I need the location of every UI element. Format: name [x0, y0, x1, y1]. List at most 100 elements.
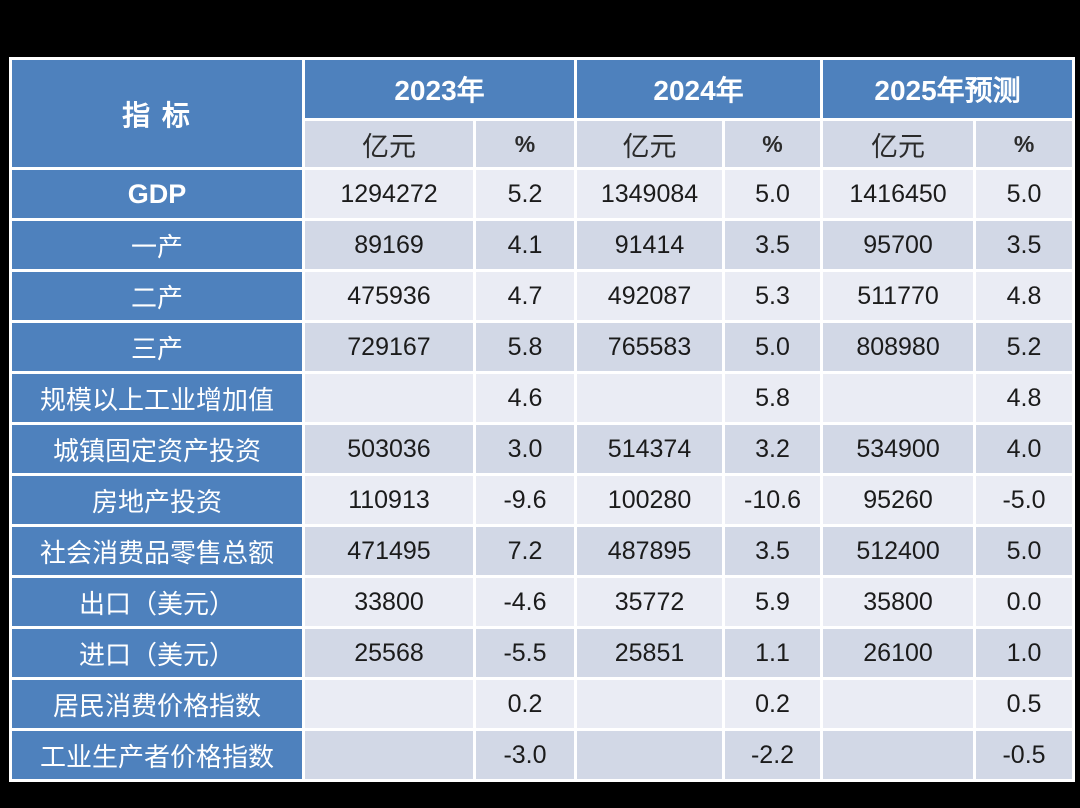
row-value: 1349084 [577, 170, 723, 218]
row-value: 89169 [305, 221, 473, 269]
row-value: -9.6 [476, 476, 575, 524]
row-value: 511770 [823, 272, 974, 320]
row-value: 5.0 [725, 323, 821, 371]
row-value: 95260 [823, 476, 974, 524]
row-value: 514374 [577, 425, 723, 473]
row-label: 房地产投资 [12, 476, 302, 524]
row-value: 808980 [823, 323, 974, 371]
row-value: 33800 [305, 578, 473, 626]
row-label: 城镇固定资产投资 [12, 425, 302, 473]
corner-header-indicator: 指 标 [12, 60, 302, 167]
table-row: 规模以上工业增加值 4.6 5.8 4.8 [12, 374, 1073, 422]
row-value: 4.6 [476, 374, 575, 422]
row-value: 5.2 [476, 170, 575, 218]
unit-header-pct-2025: % [976, 121, 1073, 167]
table-row: 出口（美元） 33800 -4.6 35772 5.9 35800 0.0 [12, 578, 1073, 626]
row-value: 3.5 [725, 527, 821, 575]
row-value: 0.2 [725, 680, 821, 728]
row-value: 487895 [577, 527, 723, 575]
table-row: 三产 729167 5.8 765583 5.0 808980 5.2 [12, 323, 1073, 371]
row-value: 5.8 [476, 323, 575, 371]
row-value [305, 680, 473, 728]
row-value: 1416450 [823, 170, 974, 218]
row-value: 3.0 [476, 425, 575, 473]
row-value: 1.0 [976, 629, 1073, 677]
year-header-row: 指 标 2023年 2024年 2025年预测 [12, 60, 1073, 167]
row-value [305, 731, 473, 779]
row-value: 5.0 [976, 527, 1073, 575]
row-value: 0.5 [976, 680, 1073, 728]
table-row: 房地产投资 110913 -9.6 100280 -10.6 95260 -5.… [12, 476, 1073, 524]
row-label: 居民消费价格指数 [12, 680, 302, 728]
row-value [823, 731, 974, 779]
unit-header-pct-2024: % [725, 121, 821, 167]
row-value: 3.5 [976, 221, 1073, 269]
unit-header-row: 亿元 % 亿元 % 亿元 % [12, 121, 1073, 167]
row-label: 三产 [12, 323, 302, 371]
row-value: 4.7 [476, 272, 575, 320]
row-value: 1294272 [305, 170, 473, 218]
row-label: 二产 [12, 272, 302, 320]
row-value [823, 680, 974, 728]
unit-header-yuan-2023: 亿元 [305, 121, 473, 167]
row-value: 534900 [823, 425, 974, 473]
unit-header-pct-2023: % [476, 121, 575, 167]
row-label: 规模以上工业增加值 [12, 374, 302, 422]
row-value: 0.2 [476, 680, 575, 728]
table-row: 居民消费价格指数 0.2 0.2 0.5 [12, 680, 1073, 728]
table-header: 指 标 2023年 2024年 2025年预测 亿元 % 亿元 % 亿元 % [12, 60, 1073, 167]
row-value: 35772 [577, 578, 723, 626]
row-value [823, 374, 974, 422]
year-header-2024: 2024年 [577, 60, 821, 118]
row-value: -4.6 [476, 578, 575, 626]
row-value: 729167 [305, 323, 473, 371]
row-value: 25568 [305, 629, 473, 677]
row-value: 4.0 [976, 425, 1073, 473]
year-header-2023: 2023年 [305, 60, 575, 118]
table-row: 一产 89169 4.1 91414 3.5 95700 3.5 [12, 221, 1073, 269]
row-value [577, 731, 723, 779]
row-value: 4.1 [476, 221, 575, 269]
row-label: 进口（美元） [12, 629, 302, 677]
row-value [305, 374, 473, 422]
row-value: 503036 [305, 425, 473, 473]
unit-header-yuan-2024: 亿元 [577, 121, 723, 167]
row-value: 5.3 [725, 272, 821, 320]
row-value: 0.0 [976, 578, 1073, 626]
table-row: 社会消费品零售总额 471495 7.2 487895 3.5 512400 5… [12, 527, 1073, 575]
row-value: 4.8 [976, 374, 1073, 422]
indicator-table: 指 标 2023年 2024年 2025年预测 亿元 % 亿元 % 亿元 % G… [9, 57, 1076, 782]
row-value: -2.2 [725, 731, 821, 779]
year-header-2025-forecast: 2025年预测 [823, 60, 1073, 118]
row-value: -3.0 [476, 731, 575, 779]
row-value: 95700 [823, 221, 974, 269]
row-value: 7.2 [476, 527, 575, 575]
row-value: 492087 [577, 272, 723, 320]
row-value: 3.2 [725, 425, 821, 473]
row-value: -5.5 [476, 629, 575, 677]
row-value: -5.0 [976, 476, 1073, 524]
row-value: 25851 [577, 629, 723, 677]
row-value: 5.9 [725, 578, 821, 626]
row-value: -10.6 [725, 476, 821, 524]
row-value: 4.8 [976, 272, 1073, 320]
row-label: 工业生产者价格指数 [12, 731, 302, 779]
row-value: 5.8 [725, 374, 821, 422]
row-value: 1.1 [725, 629, 821, 677]
row-value: 3.5 [725, 221, 821, 269]
table-row: GDP 1294272 5.2 1349084 5.0 1416450 5.0 [12, 170, 1073, 218]
row-label: 一产 [12, 221, 302, 269]
row-value: 5.0 [976, 170, 1073, 218]
row-value: -0.5 [976, 731, 1073, 779]
row-label: 出口（美元） [12, 578, 302, 626]
row-value [577, 680, 723, 728]
row-value [577, 374, 723, 422]
row-value: 765583 [577, 323, 723, 371]
row-value: 471495 [305, 527, 473, 575]
table-body: GDP 1294272 5.2 1349084 5.0 1416450 5.0 … [12, 170, 1073, 779]
table-row: 进口（美元） 25568 -5.5 25851 1.1 26100 1.0 [12, 629, 1073, 677]
row-value: 475936 [305, 272, 473, 320]
row-value: 91414 [577, 221, 723, 269]
row-value: 26100 [823, 629, 974, 677]
